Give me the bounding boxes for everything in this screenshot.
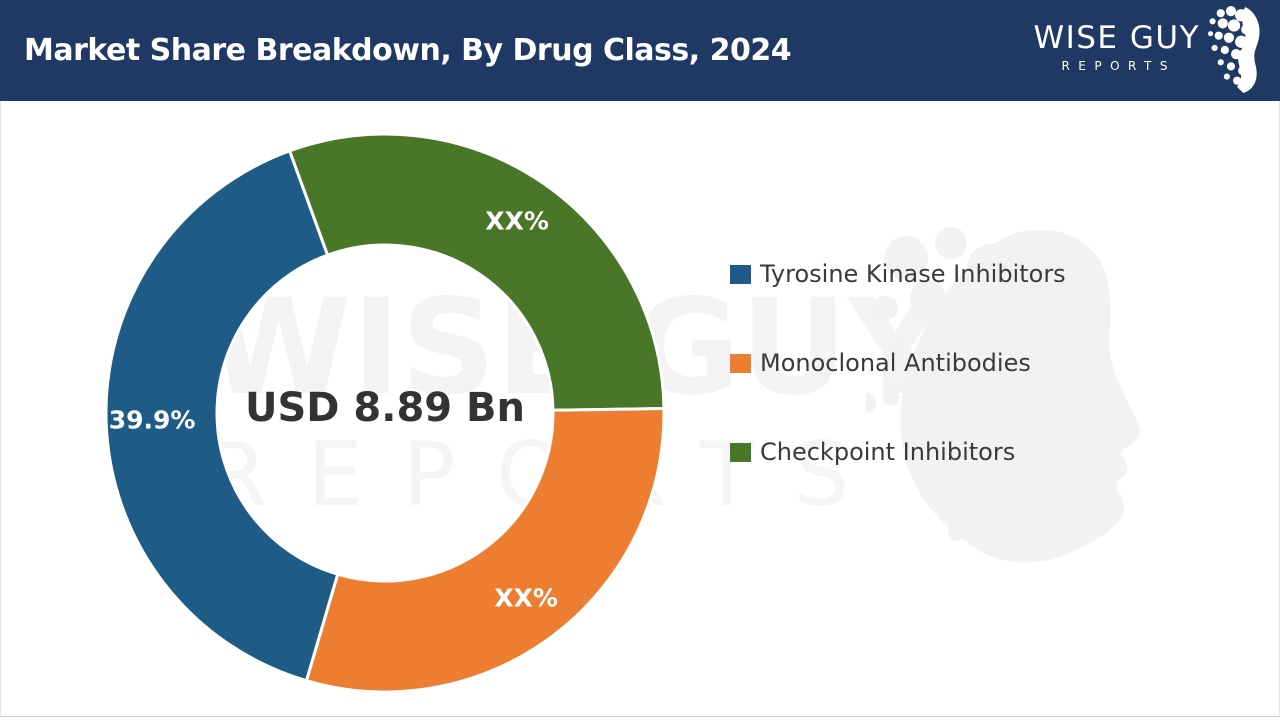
brand-name: WISE GUY [1033, 20, 1200, 56]
legend-label: Checkpoint Inhibitors [760, 438, 1016, 466]
header-bar: Market Share Breakdown, By Drug Class, 2… [0, 0, 1280, 101]
legend-item-tyrosine-kinase-inhibitors: Tyrosine Kinase Inhibitors [730, 260, 1066, 288]
legend-swatch [730, 353, 751, 373]
slice-value-label-checkpoint-inhibitors: XX% [485, 206, 549, 236]
donut-chart [104, 132, 666, 694]
slice-value-label-monoclonal-antibodies: XX% [494, 583, 558, 613]
dotted-head-profile-icon [1207, 6, 1260, 93]
donut-center-value: USD 8.89 Bn [245, 385, 525, 431]
brand-logo: WISE GUY REPORTS [1033, 5, 1264, 95]
legend-swatch [730, 264, 751, 284]
legend-item-checkpoint-inhibitors: Checkpoint Inhibitors [730, 438, 1066, 466]
brand-subtitle: REPORTS [1061, 59, 1176, 73]
legend-swatch [730, 442, 751, 462]
page-title: Market Share Breakdown, By Drug Class, 2… [24, 32, 792, 68]
slice-value-label-tyrosine-kinase-inhibitors: 39.9% [108, 405, 196, 435]
donut-slice-tyrosine-kinase-inhibitors [104, 149, 340, 683]
chart-area: WISE GUY REPORTS USD 8.89 Bn Tyrosine Ki… [0, 101, 1280, 717]
brand-wordmark: WISE GUY REPORTS [1033, 20, 1200, 74]
legend-item-monoclonal-antibodies: Monoclonal Antibodies [730, 349, 1066, 377]
legend-label: Monoclonal Antibodies [760, 349, 1031, 377]
donut-slice-monoclonal-antibodies [304, 407, 666, 694]
legend: Tyrosine Kinase Inhibitors Monoclonal Ant… [730, 260, 1066, 528]
donut-slice-checkpoint-inhibitors [288, 132, 666, 412]
dotted-head-profile-watermark [866, 227, 1141, 563]
legend-label: Tyrosine Kinase Inhibitors [760, 260, 1066, 288]
